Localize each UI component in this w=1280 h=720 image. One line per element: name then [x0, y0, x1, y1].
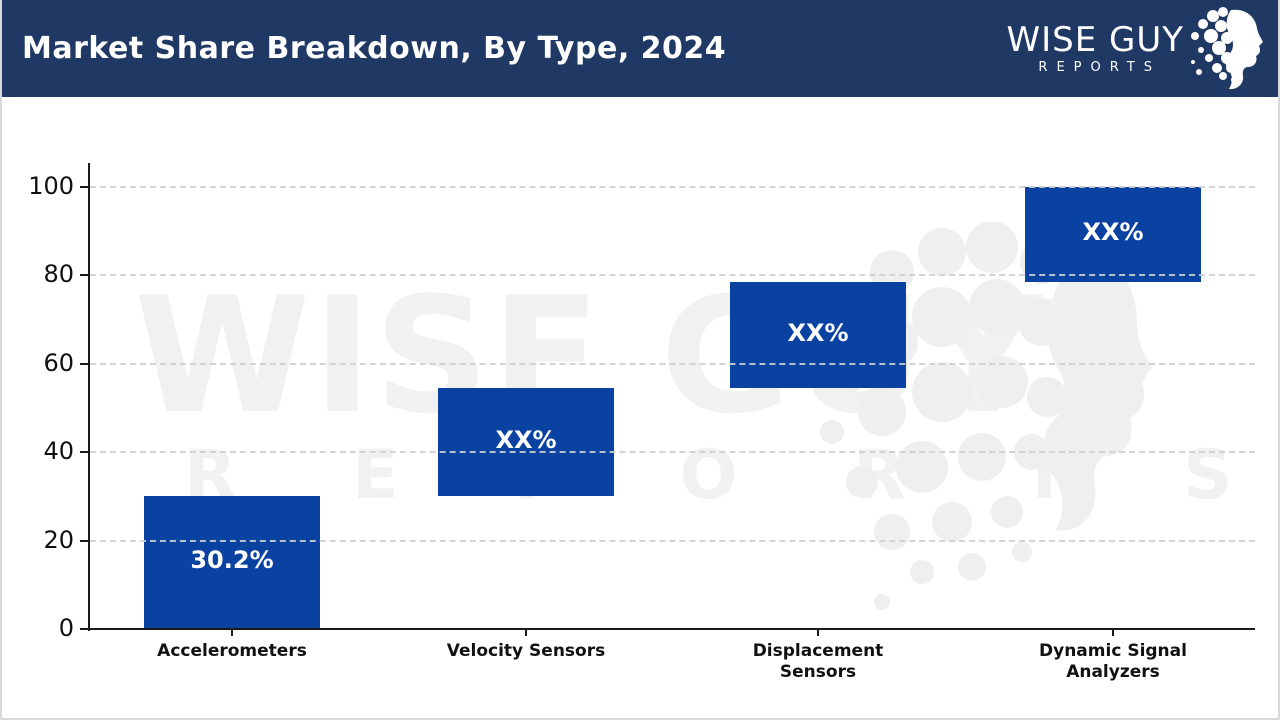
bar-value-label: XX% [495, 425, 557, 454]
x-tick-label: Displacement [752, 641, 884, 661]
wise-guy-head-icon [1191, 6, 1263, 89]
page-title: Market Share Breakdown, By Type, 2024 [22, 31, 727, 66]
logo-wordmark: WISE GUY [1006, 20, 1184, 60]
x-tick-mark [231, 629, 233, 636]
y-tick-mark [80, 628, 88, 630]
bar-value-label: XX% [1082, 218, 1144, 247]
gridline-60 [90, 362, 1255, 365]
y-tick-label: 80 [43, 260, 74, 289]
x-tick-label: Analyzers [1066, 662, 1160, 682]
y-axis-line [88, 163, 90, 631]
wise-guy-logo: WISE GUY REPORTS [1006, 6, 1264, 92]
y-tick-label: 100 [28, 172, 74, 200]
y-tick-label: 0 [58, 614, 74, 642]
gridline-100 [90, 186, 1255, 188]
y-tick-mark [80, 186, 88, 188]
logo-text: WISE GUY REPORTS [1006, 22, 1184, 75]
x-tick-label: Dynamic Signal [1039, 641, 1187, 661]
header: Market Share Breakdown, By Type, 2024 WI… [2, 0, 1278, 97]
gridline-20 [90, 539, 1255, 542]
y-tick-label: 20 [43, 525, 74, 554]
x-axis-line [88, 628, 1255, 630]
bar-velocity-sensors [438, 387, 614, 496]
y-tick-mark [80, 539, 88, 542]
x-tick-mark [1112, 629, 1114, 636]
bar-value-label: XX% [787, 318, 849, 347]
y-tick-mark [80, 274, 88, 277]
x-tick-label: Velocity Sensors [446, 641, 606, 661]
bar-displacement-sensors [730, 281, 906, 388]
bar-dynamic-signal-analyzers [1025, 187, 1201, 282]
y-tick-label: 60 [43, 348, 74, 377]
x-tick-mark [525, 629, 527, 636]
x-tick-label: Sensors [779, 662, 857, 682]
logo-subtext: REPORTS [1038, 60, 1162, 75]
bar-accelerometers [144, 495, 320, 629]
x-tick-mark [817, 629, 819, 636]
gridline-40 [90, 451, 1255, 454]
gridline-80 [90, 274, 1255, 277]
bar-value-label: 30.2% [190, 546, 274, 575]
y-tick-mark [80, 451, 88, 454]
y-tick-mark [80, 362, 88, 365]
y-tick-label: 40 [43, 437, 74, 466]
x-tick-label: Accelerometers [157, 641, 307, 661]
